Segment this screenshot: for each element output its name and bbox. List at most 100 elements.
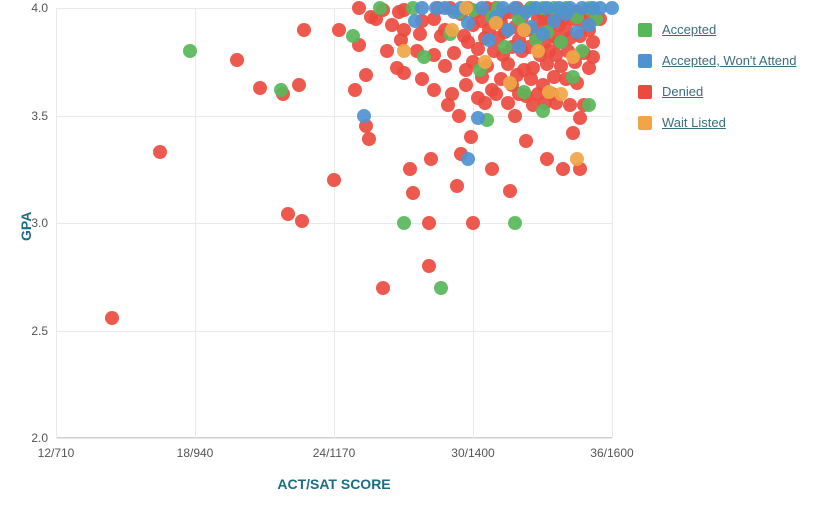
data-point-denied	[466, 216, 480, 230]
data-point-accepted	[346, 29, 360, 43]
data-point-accepted_wont	[461, 16, 475, 30]
data-point-waitlisted	[489, 16, 503, 30]
data-point-accepted	[498, 40, 512, 54]
legend-item-denied[interactable]: Denied	[638, 84, 797, 99]
data-point-accepted_wont	[582, 18, 596, 32]
data-point-accepted	[434, 281, 448, 295]
y-gridline	[56, 331, 612, 332]
x-axis-label: ACT/SAT SCORE	[56, 476, 612, 492]
data-point-denied	[332, 23, 346, 37]
legend-swatch	[638, 23, 652, 37]
data-point-waitlisted	[566, 50, 580, 64]
plot-area	[56, 8, 612, 438]
data-point-waitlisted	[478, 55, 492, 69]
data-point-denied	[359, 68, 373, 82]
data-point-denied	[438, 59, 452, 73]
data-point-accepted	[536, 104, 550, 118]
data-point-denied	[563, 98, 577, 112]
data-point-accepted	[417, 50, 431, 64]
data-point-accepted	[274, 83, 288, 97]
data-point-denied	[105, 311, 119, 325]
data-point-denied	[566, 126, 580, 140]
data-point-accepted_wont	[357, 109, 371, 123]
data-point-denied	[573, 111, 587, 125]
data-point-accepted_wont	[471, 111, 485, 125]
data-point-denied	[376, 281, 390, 295]
data-point-denied	[327, 173, 341, 187]
data-point-denied	[447, 46, 461, 60]
data-point-denied	[519, 134, 533, 148]
data-point-denied	[380, 44, 394, 58]
data-point-denied	[281, 207, 295, 221]
data-point-waitlisted	[459, 1, 473, 15]
data-point-denied	[253, 81, 267, 95]
data-point-denied	[526, 61, 540, 75]
legend-item-accepted[interactable]: Accepted	[638, 22, 797, 37]
data-point-accepted	[373, 1, 387, 15]
data-point-denied	[459, 78, 473, 92]
data-point-denied	[452, 109, 466, 123]
y-tick-label: 3.0	[31, 216, 48, 230]
y-tick-label: 2.5	[31, 324, 48, 338]
data-point-waitlisted	[517, 23, 531, 37]
legend-swatch	[638, 54, 652, 68]
x-tick-label: 12/710	[38, 446, 75, 460]
x-tick-label: 36/1600	[590, 446, 633, 460]
data-point-accepted_wont	[461, 152, 475, 166]
x-tick-label: 30/1400	[451, 446, 494, 460]
data-point-denied	[445, 87, 459, 101]
x-gridline	[612, 8, 613, 438]
data-point-denied	[230, 53, 244, 67]
data-point-accepted	[508, 216, 522, 230]
data-point-accepted_wont	[512, 40, 526, 54]
y-tick-label: 3.5	[31, 109, 48, 123]
data-point-accepted_wont	[475, 1, 489, 15]
legend-swatch	[638, 116, 652, 130]
data-point-accepted_wont	[482, 33, 496, 47]
data-point-denied	[153, 145, 167, 159]
data-point-denied	[397, 66, 411, 80]
chart-container: GPA ACT/SAT SCORE AcceptedAccepted, Won'…	[0, 0, 813, 516]
data-point-waitlisted	[531, 44, 545, 58]
data-point-denied	[362, 132, 376, 146]
data-point-denied	[508, 109, 522, 123]
data-point-denied	[406, 186, 420, 200]
data-point-denied	[485, 162, 499, 176]
data-point-waitlisted	[554, 87, 568, 101]
legend-label: Accepted, Won't Attend	[662, 53, 797, 68]
data-point-denied	[540, 152, 554, 166]
legend-label: Denied	[662, 84, 703, 99]
data-point-accepted_wont	[536, 27, 550, 41]
legend-item-waitlisted[interactable]: Wait Listed	[638, 115, 797, 130]
data-point-waitlisted	[570, 152, 584, 166]
data-point-denied	[403, 162, 417, 176]
data-point-denied	[297, 23, 311, 37]
data-point-denied	[556, 162, 570, 176]
data-point-waitlisted	[445, 23, 459, 37]
data-point-denied	[503, 184, 517, 198]
data-point-accepted	[397, 216, 411, 230]
data-point-denied	[415, 72, 429, 86]
data-point-denied	[422, 259, 436, 273]
x-tick-label: 18/940	[177, 446, 214, 460]
data-point-accepted_wont	[415, 1, 429, 15]
data-point-accepted_wont	[605, 1, 619, 15]
legend-swatch	[638, 85, 652, 99]
data-point-denied	[586, 35, 600, 49]
data-point-denied	[427, 83, 441, 97]
data-point-accepted	[582, 98, 596, 112]
x-tick-label: 24/1170	[313, 446, 356, 460]
y-tick-label: 2.0	[31, 431, 48, 445]
data-point-denied	[292, 78, 306, 92]
data-point-denied	[464, 130, 478, 144]
data-point-denied	[422, 216, 436, 230]
data-point-denied	[295, 214, 309, 228]
legend-label: Accepted	[662, 22, 716, 37]
y-gridline	[56, 116, 612, 117]
legend-item-accepted_wont[interactable]: Accepted, Won't Attend	[638, 53, 797, 68]
data-point-accepted	[554, 35, 568, 49]
data-point-waitlisted	[503, 76, 517, 90]
data-point-denied	[424, 152, 438, 166]
data-point-denied	[348, 83, 362, 97]
data-point-accepted	[183, 44, 197, 58]
